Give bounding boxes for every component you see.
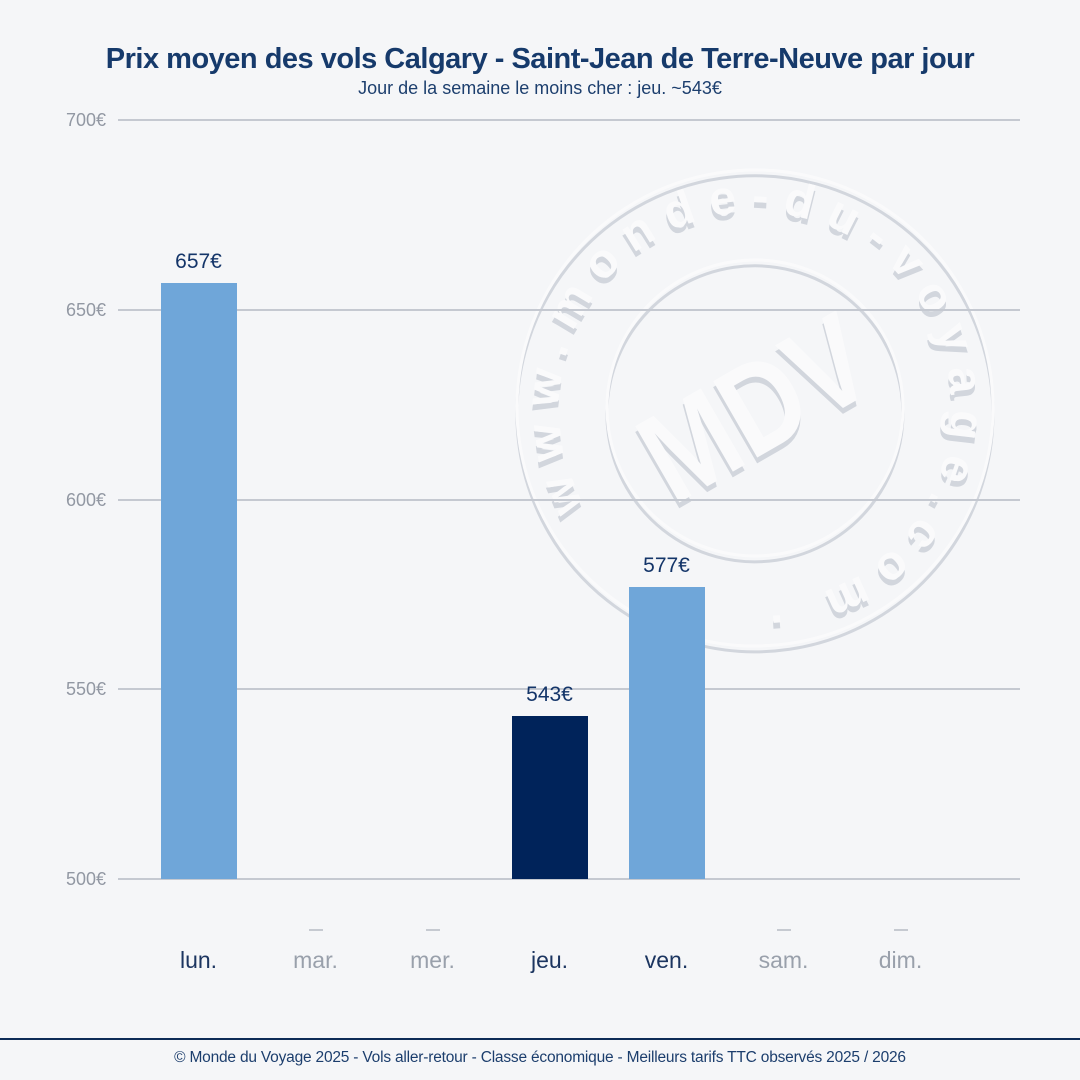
footer-credit: © Monde du Voyage 2025 - Vols aller-reto… [174,1049,906,1066]
no-data-dash [893,929,908,931]
x-axis-label: ven. [644,947,689,973]
chart-subtitle: Jour de la semaine le moins cher : jeu. … [358,78,722,98]
grid-line [118,308,1020,311]
x-axis-label: mar. [293,947,338,973]
y-axis-tick-label: 600€ [65,489,106,510]
x-axis-label: dim. [878,947,923,973]
bar [511,715,588,879]
grid-line [118,878,1020,880]
bar-value-label: 657€ [175,250,222,274]
footer-divider [0,1038,1080,1040]
x-axis-label: mer. [410,947,455,973]
bar-value-label: 543€ [526,682,573,706]
x-axis-label: lun. [179,947,218,973]
bar [160,283,237,879]
grid-line [118,688,1020,691]
no-data-dash [425,929,440,931]
y-axis-tick-label: 500€ [65,869,106,889]
x-axis-label: sam. [758,947,809,973]
bar [628,586,705,879]
no-data-dash [776,929,791,931]
bar-value-label: 577€ [643,553,690,577]
y-axis-tick-label: 550€ [65,679,106,700]
y-axis-tick-label: 700€ [65,110,106,130]
grid-line [118,119,1020,121]
x-axis-label: jeu. [530,947,569,973]
y-axis-tick-label: 650€ [65,299,106,320]
grid-line [118,498,1020,501]
no-data-dash [308,929,323,931]
chart-title: Prix moyen des vols Calgary - Saint-Jean… [105,43,975,76]
